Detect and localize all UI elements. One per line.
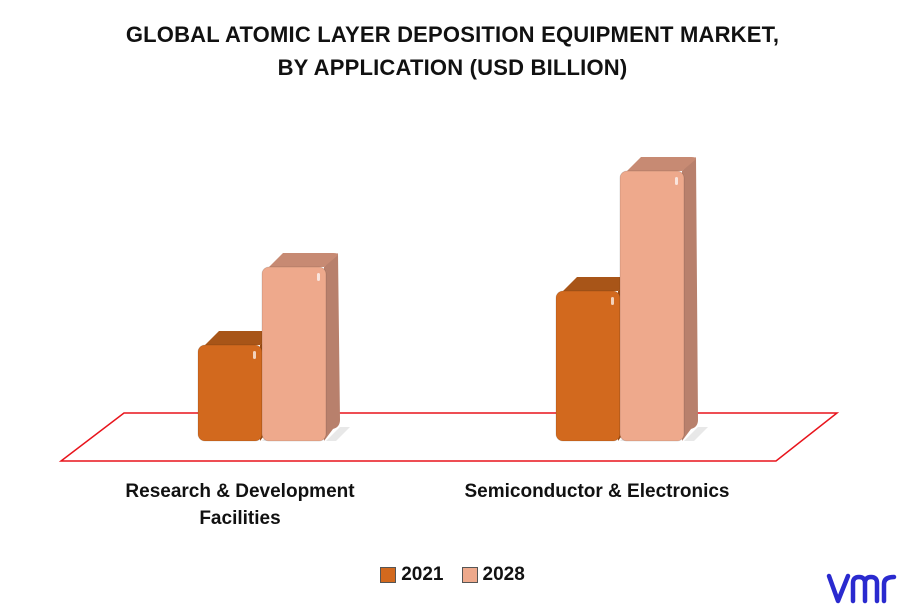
bar-top [269, 253, 338, 267]
bar-front [197, 344, 263, 442]
x-tick-label-line: Research & Development [125, 481, 355, 502]
legend-swatch-2028 [461, 567, 478, 583]
chart-title-line-2: BY APPLICATION (USD BILLION) [277, 55, 628, 80]
floor-plane [58, 412, 840, 462]
bar-2028-1 [261, 253, 350, 442]
x-tick-label-line: Semiconductor & Electronics [464, 481, 729, 502]
bar-front [555, 290, 621, 442]
chart-title: GLOBAL ATOMIC LAYER DEPOSITION EQUIPMENT… [0, 18, 905, 84]
bar-2028-2 [619, 157, 708, 442]
bar-front [261, 266, 327, 442]
x-tick-label-2: Semiconductor & Electronics [464, 481, 729, 502]
bar-highlight [675, 177, 678, 185]
bar-shadow [684, 427, 708, 441]
legend-item-2028: 2028 [461, 564, 525, 586]
bar-top [563, 277, 632, 291]
vmr-logo-icon [826, 573, 897, 604]
bar-top [627, 157, 696, 171]
x-tick-label-line: Facilities [199, 508, 280, 529]
bar-side [324, 253, 340, 441]
legend: 2021 2028 [0, 564, 905, 586]
bar-highlight [611, 297, 614, 305]
bar-highlight [253, 351, 256, 359]
x-axis-labels: Research & Development Facilities Semicond… [125, 481, 729, 529]
x-tick-label-1: Research & Development Facilities [125, 481, 355, 529]
legend-label-2028: 2028 [482, 564, 525, 585]
bar-side [682, 157, 698, 441]
legend-item-2021: 2021 [380, 564, 444, 586]
bar-front [619, 170, 685, 442]
legend-label-2021: 2021 [401, 564, 444, 585]
legend-swatch-2021 [380, 567, 397, 583]
bar-top [205, 331, 274, 345]
chart-title-line-1: GLOBAL ATOMIC LAYER DEPOSITION EQUIPMENT… [125, 22, 780, 47]
bars-group [197, 157, 708, 442]
bar-shadow [326, 427, 350, 441]
bar-highlight [317, 273, 320, 281]
